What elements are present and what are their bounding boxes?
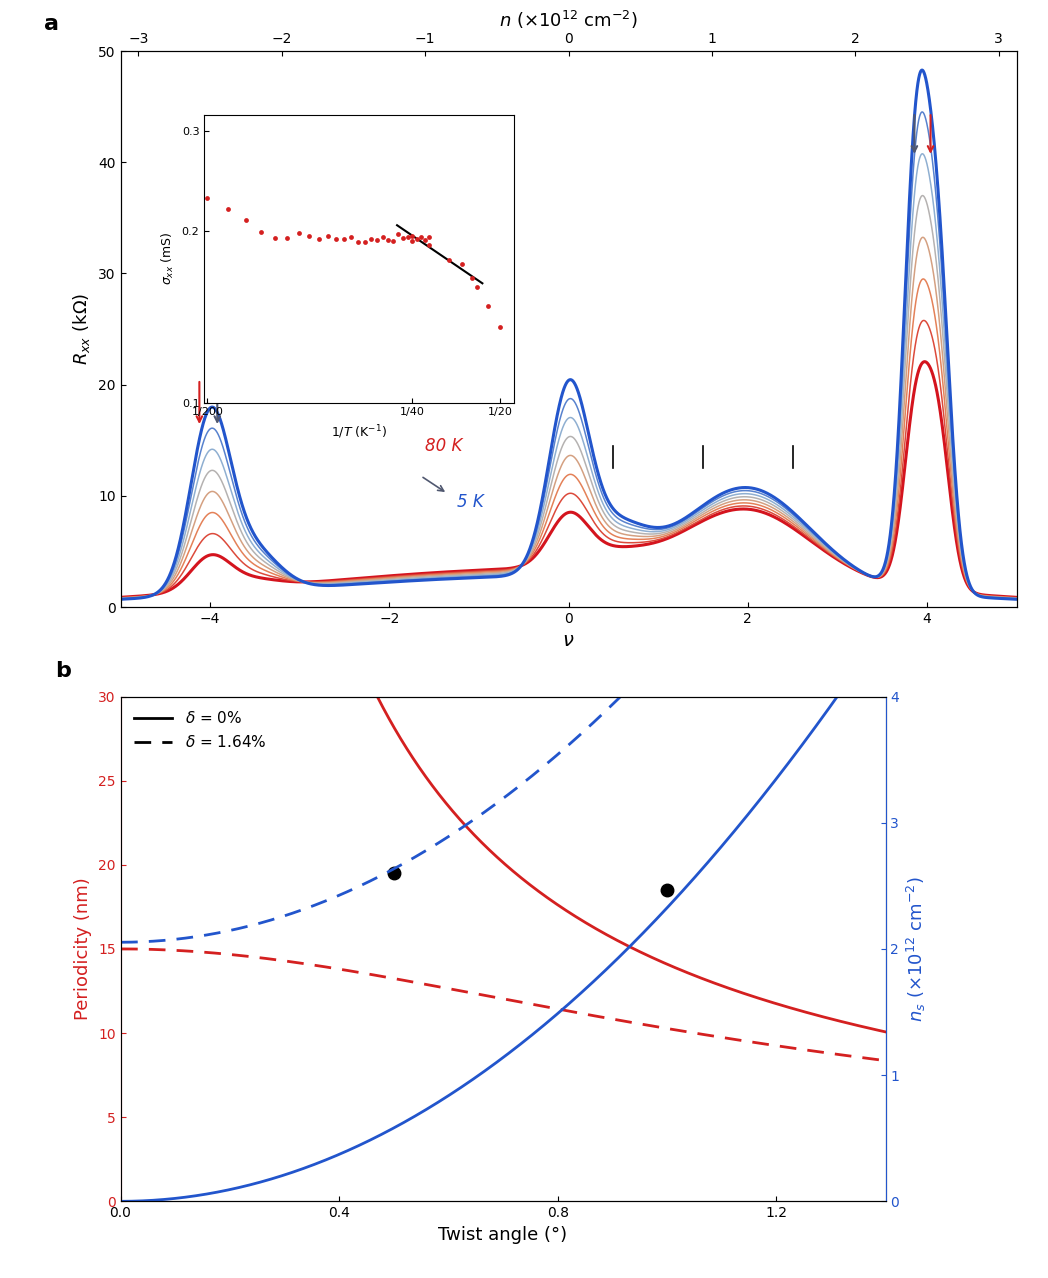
Point bbox=[405, 231, 421, 252]
Y-axis label: $R_{xx}$ (k$\Omega$): $R_{xx}$ (k$\Omega$) bbox=[71, 293, 92, 366]
Text: 80 K: 80 K bbox=[425, 437, 462, 455]
Point bbox=[290, 224, 307, 244]
Point bbox=[454, 253, 471, 273]
Point bbox=[369, 230, 386, 250]
Point bbox=[440, 249, 457, 270]
Point bbox=[492, 317, 508, 337]
Point bbox=[301, 225, 318, 245]
Point bbox=[266, 227, 283, 248]
Point bbox=[420, 235, 437, 256]
Point bbox=[399, 227, 416, 248]
Point bbox=[403, 226, 420, 247]
Point bbox=[409, 229, 425, 249]
X-axis label: $\nu$: $\nu$ bbox=[563, 631, 574, 651]
Y-axis label: $n_s$ ($\times$10$^{12}$ cm$^{-2}$): $n_s$ ($\times$10$^{12}$ cm$^{-2}$) bbox=[904, 875, 927, 1022]
Point bbox=[220, 198, 237, 219]
Point bbox=[363, 229, 379, 249]
Point bbox=[417, 230, 434, 250]
Point bbox=[420, 226, 437, 247]
X-axis label: Twist angle (°): Twist angle (°) bbox=[438, 1226, 568, 1243]
Point bbox=[310, 229, 327, 249]
Point bbox=[320, 226, 336, 247]
Point bbox=[335, 229, 352, 249]
Point bbox=[199, 188, 216, 208]
Point bbox=[237, 210, 254, 230]
Y-axis label: Periodicity (nm): Periodicity (nm) bbox=[74, 878, 92, 1020]
Text: a: a bbox=[44, 14, 60, 35]
Point bbox=[253, 222, 269, 243]
Y-axis label: $\sigma_{xx}$ (mS): $\sigma_{xx}$ (mS) bbox=[160, 233, 176, 285]
Point bbox=[343, 226, 359, 247]
Point bbox=[463, 268, 480, 289]
Point bbox=[327, 229, 344, 249]
Point bbox=[468, 276, 485, 296]
Point bbox=[385, 231, 401, 252]
Text: b: b bbox=[56, 662, 71, 681]
Text: 5 K: 5 K bbox=[457, 493, 483, 511]
Point bbox=[395, 227, 412, 248]
X-axis label: $n$ ($\times$10$^{12}$ cm$^{-2}$): $n$ ($\times$10$^{12}$ cm$^{-2}$) bbox=[499, 9, 638, 31]
X-axis label: $1/T$ (K$^{-1}$): $1/T$ (K$^{-1}$) bbox=[331, 423, 387, 441]
Point bbox=[379, 230, 396, 250]
Point bbox=[413, 227, 430, 248]
Point bbox=[390, 224, 407, 244]
Point bbox=[480, 295, 497, 316]
Legend: $\delta$ = 0%, $\delta$ = 1.64%: $\delta$ = 0%, $\delta$ = 1.64% bbox=[128, 704, 272, 757]
Point bbox=[279, 227, 296, 248]
Point bbox=[374, 226, 391, 247]
Point bbox=[350, 233, 367, 253]
Point bbox=[356, 231, 373, 252]
